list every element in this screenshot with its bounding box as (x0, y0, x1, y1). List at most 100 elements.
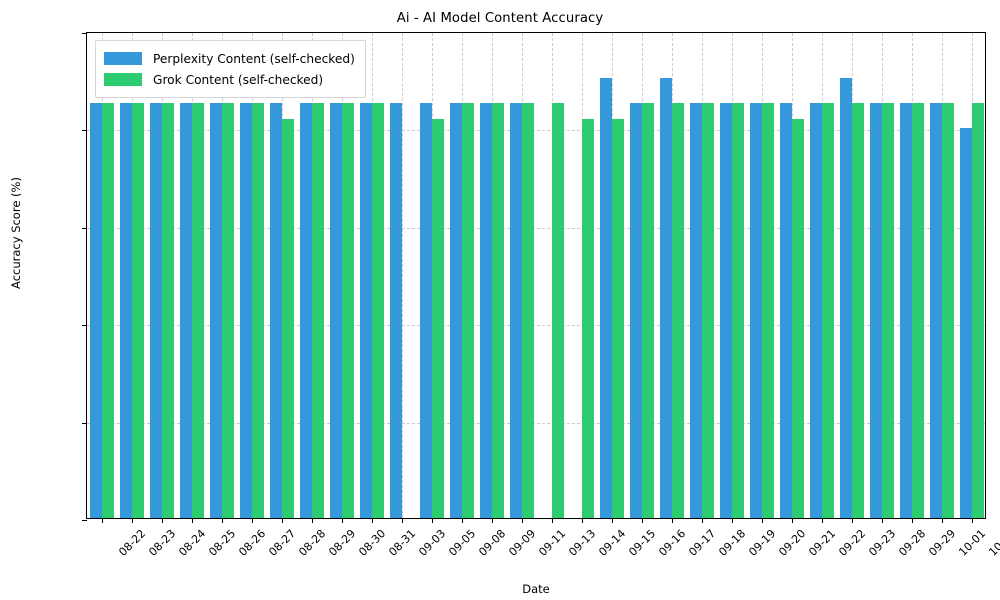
bar[interactable] (972, 102, 985, 518)
x-tick-label: 08-27 (266, 527, 299, 559)
x-tick-mark (282, 518, 283, 523)
bar[interactable] (372, 102, 385, 518)
legend-swatch-series-0 (104, 52, 142, 65)
x-tick-mark (432, 518, 433, 523)
x-tick-label: 09-13 (566, 527, 599, 559)
bar[interactable] (252, 102, 265, 518)
x-tick-mark (462, 518, 463, 523)
bar[interactable] (689, 102, 702, 518)
x-tick-mark (402, 518, 403, 523)
bar[interactable] (209, 102, 222, 518)
x-tick-label: 09-23 (866, 527, 899, 559)
x-tick-label: 09-17 (686, 527, 719, 559)
bar[interactable] (192, 102, 205, 518)
x-tick-label: 09-18 (716, 527, 749, 559)
x-tick-label: 10-02 (986, 527, 1000, 559)
bar[interactable] (222, 102, 235, 518)
bar[interactable] (749, 102, 762, 518)
bar[interactable] (912, 102, 925, 518)
x-tick-label: 09-20 (776, 527, 809, 559)
bar[interactable] (269, 102, 282, 518)
bar[interactable] (762, 102, 775, 518)
bar[interactable] (552, 102, 565, 518)
bar[interactable] (822, 102, 835, 518)
bar[interactable] (732, 102, 745, 518)
bar[interactable] (882, 102, 895, 518)
x-tick-mark (612, 518, 613, 523)
bar[interactable] (432, 118, 445, 518)
bar[interactable] (719, 102, 732, 518)
bar[interactable] (342, 102, 355, 518)
bar[interactable] (462, 102, 475, 518)
bar[interactable] (642, 102, 655, 518)
y-axis-label: Accuracy Score (%) (9, 177, 23, 289)
bar[interactable] (702, 102, 715, 518)
bar[interactable] (959, 128, 972, 518)
x-tick-label: 09-11 (536, 527, 569, 559)
x-tick-mark (972, 518, 973, 523)
bar[interactable] (522, 102, 535, 518)
x-axis-label: Date (522, 582, 550, 596)
bar[interactable] (582, 118, 595, 518)
bar[interactable] (659, 78, 672, 518)
bar[interactable] (479, 102, 492, 518)
bar[interactable] (312, 102, 325, 518)
bar[interactable] (389, 102, 402, 518)
bar[interactable] (102, 102, 115, 518)
bar[interactable] (629, 102, 642, 518)
bar[interactable] (809, 102, 822, 518)
y-tick-mark (82, 33, 87, 34)
bar[interactable] (119, 102, 132, 518)
x-tick-label: 08-26 (236, 527, 269, 559)
bar[interactable] (89, 102, 102, 518)
bar[interactable] (329, 102, 342, 518)
bar[interactable] (899, 102, 912, 518)
x-tick-mark (492, 518, 493, 523)
x-tick-mark (252, 518, 253, 523)
bar[interactable] (299, 102, 312, 518)
x-tick-label: 08-31 (386, 527, 419, 559)
x-tick-label: 08-28 (296, 527, 329, 559)
x-tick-label: 10-01 (956, 527, 989, 559)
bar[interactable] (179, 102, 192, 518)
y-tick-mark (82, 227, 87, 229)
legend-label-series-1: Grok Content (self-checked) (153, 72, 324, 87)
bar[interactable] (672, 102, 685, 518)
bar[interactable] (779, 102, 792, 518)
x-tick-label: 08-23 (146, 527, 179, 559)
bar[interactable] (839, 78, 852, 518)
bar[interactable] (509, 102, 522, 518)
bar[interactable] (852, 102, 865, 518)
x-tick-label: 08-24 (176, 527, 209, 559)
bar[interactable] (929, 102, 942, 518)
x-tick-mark (552, 518, 553, 523)
bar[interactable] (492, 102, 505, 518)
bar[interactable] (149, 102, 162, 518)
x-tick-mark (702, 518, 703, 523)
bar[interactable] (239, 102, 252, 518)
x-tick-mark (582, 518, 583, 523)
bar[interactable] (449, 102, 462, 518)
bar[interactable] (359, 102, 372, 518)
bar[interactable] (132, 102, 145, 518)
legend[interactable]: Perplexity Content (self-checked) Grok C… (95, 40, 366, 98)
bar[interactable] (612, 118, 625, 518)
plot-area: 020406080100 08-2208-2308-2408-2508-2608… (82, 32, 1000, 559)
x-tick-label: 09-14 (596, 527, 629, 559)
bar[interactable] (599, 78, 612, 518)
x-tick-label: 09-15 (626, 527, 659, 559)
bar[interactable] (869, 102, 882, 518)
y-tick-mark (82, 422, 87, 424)
bar[interactable] (792, 118, 805, 518)
x-tick-mark (192, 518, 193, 523)
bar[interactable] (942, 102, 955, 518)
legend-item-series-1[interactable]: Grok Content (self-checked) (104, 69, 355, 90)
bar[interactable] (282, 118, 295, 518)
x-tick-mark (732, 518, 733, 523)
x-tick-label: 09-16 (656, 527, 689, 559)
bar[interactable] (162, 102, 175, 518)
x-tick-label: 09-08 (476, 527, 509, 559)
legend-item-series-0[interactable]: Perplexity Content (self-checked) (104, 48, 355, 69)
bar[interactable] (419, 102, 432, 518)
